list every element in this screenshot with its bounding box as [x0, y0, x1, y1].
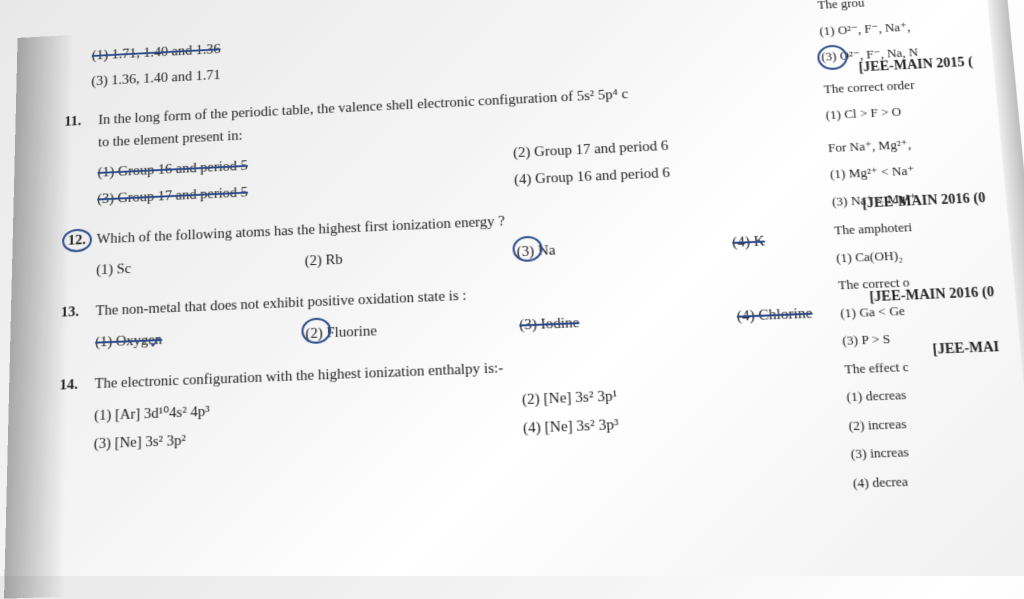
side-text-5: (1) Cl > F > O	[825, 96, 1024, 125]
side-text-7: (1) Mg²⁺ < Na⁺	[829, 155, 1024, 183]
side-text-15: (1) decreas	[846, 379, 1024, 407]
side-text-17: (3) increas	[850, 436, 1024, 464]
q13-option-3: (3) Iodine	[519, 303, 738, 340]
side-text-13: (3) P > S	[842, 322, 1024, 350]
q12-option-2: (2) Rb	[305, 239, 518, 276]
textbook-page: (1) 1.71, 1.40 and 1.36 (3) 1.36, 1.40 a…	[7, 0, 1024, 488]
side-text-9: The amphoteri	[833, 212, 1024, 240]
adjacent-page-column: The grou (1) O²⁻, F⁻, Na⁺, (3) O²⁻, F⁻, …	[817, 0, 1024, 501]
side-text-12: (1) Ga < Ge	[840, 295, 1024, 323]
q11-number: 11.	[64, 110, 81, 133]
side-text-18: (4) decrea	[852, 465, 1024, 493]
side-text-8: (3) Na⁺ < Mg²⁺	[831, 182, 1024, 210]
q13-number: 13.	[61, 300, 79, 324]
side-text-11: The correct o	[838, 267, 1024, 295]
side-text-3: (3) O²⁻, F⁻, Na, N	[821, 37, 1023, 66]
side-text-2: (1) O²⁻, F⁻, Na⁺,	[819, 11, 1021, 40]
q14-number: 14.	[59, 373, 78, 398]
side-text-6: For Na⁺, Mg²⁺,	[827, 128, 1024, 157]
q12-number: 12.	[62, 228, 92, 252]
side-text-10: (1) Ca(OH)₂	[836, 239, 1024, 267]
q12-option-3: (3) Na	[516, 229, 733, 266]
q12-option-1: (1) Sc	[96, 248, 305, 284]
side-text-14: The effect c	[844, 351, 1024, 379]
side-text-4: The correct order	[823, 69, 1024, 98]
q13-option-2: (2) Fluorine	[305, 312, 520, 349]
side-text-16: (2) increas	[848, 408, 1024, 436]
q13-option-1: (1) Oxygen	[95, 320, 306, 356]
